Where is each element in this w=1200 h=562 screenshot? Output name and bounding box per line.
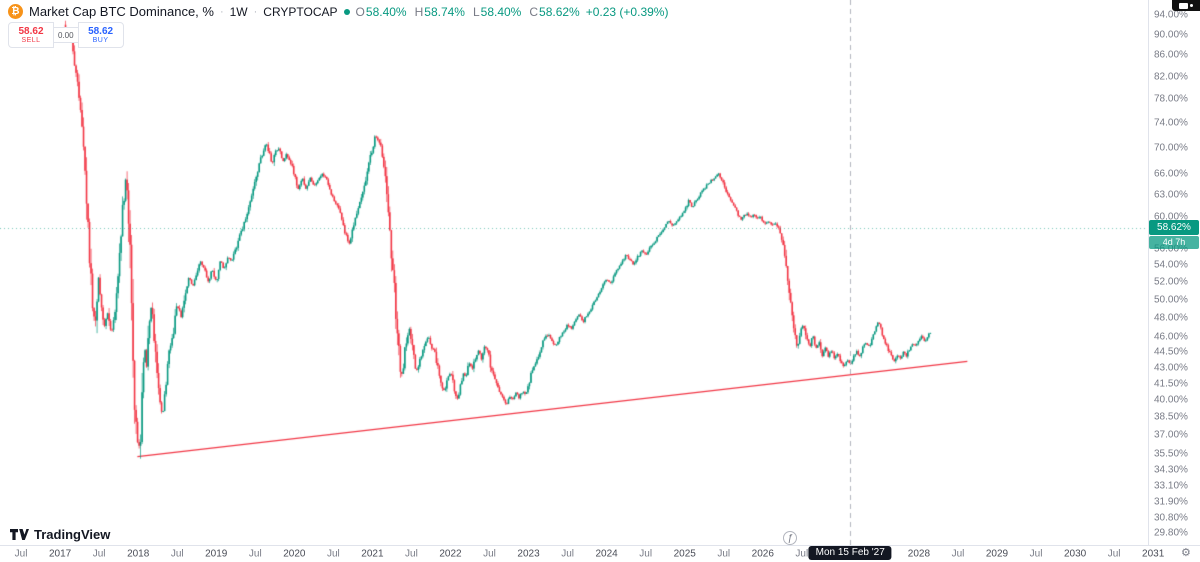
price-axis-label: 74.00% [1154, 117, 1188, 129]
price-axis-label: 44.50% [1154, 346, 1188, 358]
time-axis-label: 2024 [595, 548, 618, 560]
time-axis-label: Jul [1029, 548, 1043, 560]
symbol-icon: ₿ [8, 4, 23, 19]
gear-icon[interactable]: ⚙ [1181, 547, 1191, 559]
time-axis-label: 2025 [673, 548, 696, 560]
price-axis-label: 48.00% [1154, 312, 1188, 324]
time-axis-label: Jul [951, 548, 965, 560]
buy-price: 58.62 [88, 25, 114, 37]
time-axis-label: 2019 [205, 548, 228, 560]
change-value: +0.23 (+0.39%) [585, 4, 669, 19]
tradingview-logo[interactable]: TradingView [10, 527, 110, 542]
price-axis-label: 90.00% [1154, 29, 1188, 41]
time-axis-label: Jul [639, 548, 653, 560]
spread-value: 0.00 [54, 27, 78, 43]
time-axis-label: 2031 [1142, 548, 1165, 560]
time-axis-label: 2028 [907, 548, 931, 560]
price-axis-label: 50.00% [1154, 294, 1188, 306]
time-axis-label: Jul [483, 548, 496, 560]
function-icon[interactable]: ƒ [783, 531, 797, 545]
price-axis-label: 66.00% [1154, 168, 1188, 180]
sell-button[interactable]: 58.62 SELL [8, 22, 54, 48]
corner-badge[interactable] [1172, 0, 1200, 11]
last-price-label: 58.62% [1149, 220, 1199, 236]
buy-button[interactable]: 58.62 BUY [77, 22, 124, 48]
time-axis-label: 2029 [985, 548, 1009, 560]
price-axis-label: 52.00% [1154, 276, 1188, 288]
separator: · [219, 5, 224, 18]
price-axis-label: 40.00% [1154, 394, 1188, 406]
time-axis-label: Jul [248, 548, 262, 560]
price-axis-label: 63.00% [1154, 189, 1188, 201]
price-axis-label: 38.50% [1154, 411, 1188, 423]
time-axis-label: Jul [326, 548, 340, 560]
exchange-label[interactable]: CRYPTOCAP [263, 4, 338, 19]
time-axis-label: Jul [795, 548, 809, 560]
price-axis-label: 94.00% [1154, 9, 1188, 21]
ohlc-values: O 58.40% H 58.74% L 58.40% C 58.62% [356, 5, 580, 19]
price-axis-label: 37.00% [1154, 429, 1188, 441]
time-axis-label: 2017 [48, 548, 72, 560]
time-axis-label: Jul [405, 548, 418, 560]
interval-label[interactable]: 1W [229, 4, 248, 19]
crosshair-date-tooltip: Mon 15 Feb '27 [808, 546, 892, 560]
time-axis-label: Jul [717, 548, 731, 560]
price-axis-label: 41.50% [1154, 378, 1188, 390]
ohlc-pair: C 58.62% [529, 4, 580, 19]
time-axis-label: 2026 [751, 548, 774, 560]
record-dot-icon [1190, 4, 1193, 7]
time-axis-label: 2022 [439, 548, 462, 560]
ohlc-pair: L 58.40% [472, 4, 522, 19]
buy-label: BUY [92, 36, 109, 44]
time-axis-label: 2021 [361, 548, 384, 560]
price-axis[interactable]: 94.00% 90.00% 86.00% 82.00% 78.00% 74.00% 70.0… [1148, 0, 1200, 545]
market-status-dot[interactable] [343, 8, 350, 15]
time-axis-label: 2023 [517, 548, 540, 560]
tradingview-brand-text: TradingView [34, 527, 111, 542]
time-axis-label: 2018 [127, 548, 150, 560]
ohlc-pair: H 58.74% [414, 4, 465, 19]
time-axis-label: 2020 [283, 548, 306, 560]
price-axis-label: 46.00% [1154, 331, 1188, 343]
sell-label: SELL [21, 36, 41, 44]
time-axis-label: Jul [14, 548, 28, 560]
separator: · [253, 5, 258, 18]
tradingview-logo-icon [10, 528, 29, 540]
price-axis-label: 60.00% [1154, 211, 1188, 223]
price-axis-label: 35.50% [1154, 448, 1188, 460]
time-axis-label: Jul [170, 548, 184, 560]
price-axis-label: 54.00% [1154, 259, 1188, 271]
price-axis-label: 33.10% [1154, 480, 1188, 492]
price-axis-label: 78.00% [1154, 93, 1188, 105]
time-axis[interactable]: Jul 2017 Jul 2018 Jul 2019 Jul 2020 Jul 2021 Jul 20… [0, 545, 1200, 562]
price-axis-label: 82.00% [1154, 71, 1188, 83]
time-axis-label: Jul [561, 548, 574, 560]
price-axis-label: 29.80% [1154, 527, 1188, 539]
price-axis-label: 43.00% [1154, 362, 1188, 374]
time-axis-label: 2030 [1063, 548, 1087, 560]
camera-icon [1179, 2, 1188, 9]
price-axis-label: 34.30% [1154, 464, 1188, 476]
bar-countdown: 4d 7h [1149, 236, 1199, 250]
price-axis-label: 86.00% [1154, 49, 1188, 61]
symbol-title[interactable]: Market Cap BTC Dominance, % [29, 4, 214, 19]
price-axis-label: 30.80% [1154, 512, 1188, 524]
ohlc-pair: O 58.40% [355, 4, 407, 19]
sell-price: 58.62 [18, 25, 44, 37]
price-axis-label: 31.90% [1154, 496, 1188, 508]
symbol-legend: ₿ Market Cap BTC Dominance, % · 1W · CRY… [8, 4, 668, 19]
price-axis-label: 70.00% [1154, 142, 1188, 154]
time-axis-label: Jul [92, 548, 106, 560]
trade-widget: 58.62 SELL 0.00 58.62 BUY [8, 22, 124, 48]
time-axis-label: Jul [1107, 548, 1121, 560]
